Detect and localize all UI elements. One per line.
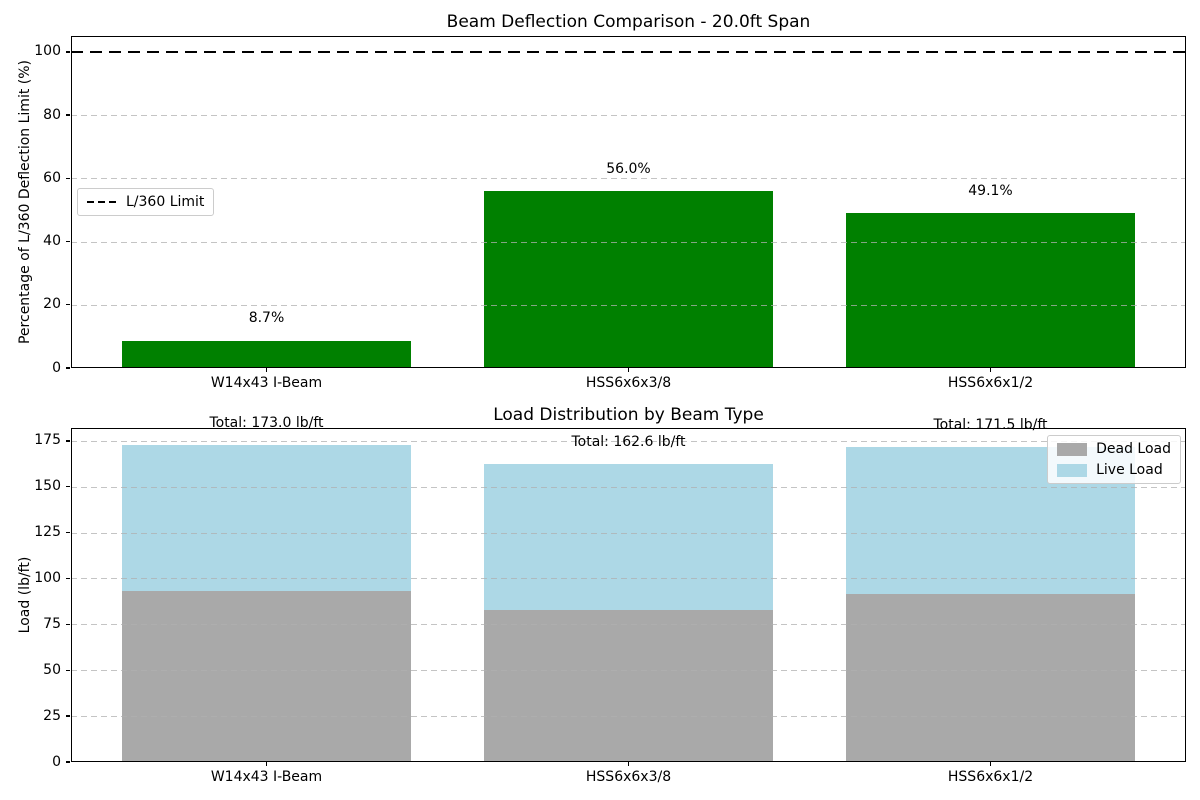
legend-entry: Live Load — [1057, 462, 1171, 478]
gridline — [71, 115, 1186, 117]
x-tick-mark — [989, 762, 992, 766]
load-bar-segment — [483, 610, 774, 762]
y-tick-mark — [65, 367, 70, 369]
y-tick-label: 100 — [34, 569, 61, 586]
x-tick-label: W14x43 I-Beam — [210, 375, 323, 391]
load-bar-segment — [845, 594, 1136, 762]
y-tick-label: 100 — [34, 43, 61, 60]
y-tick-mark — [65, 669, 70, 671]
gridline — [71, 624, 1186, 626]
y-tick-mark — [65, 177, 70, 179]
legend-color-swatch — [1057, 463, 1088, 477]
y-tick-label: 0 — [52, 753, 61, 770]
y-tick-label: 40 — [43, 233, 61, 250]
y-tick-label: 20 — [43, 296, 61, 313]
y-tick-mark — [65, 51, 70, 53]
legend-entry: L/360 Limit — [87, 194, 204, 210]
y-tick-label: 75 — [43, 615, 61, 632]
legend-label: Dead Load — [1096, 441, 1171, 457]
gridline — [71, 670, 1186, 672]
x-tick-mark — [265, 762, 268, 766]
load-bar-segment — [483, 463, 774, 611]
y-tick-label: 25 — [43, 707, 61, 724]
total-label: Total: 162.6 lb/ft — [571, 433, 686, 450]
deflection-bar — [845, 212, 1136, 368]
bar-value-label: 8.7% — [248, 310, 285, 327]
gridline — [71, 486, 1186, 488]
gridline — [71, 304, 1186, 306]
y-tick-mark — [65, 623, 70, 626]
bar-value-label: 56.0% — [606, 160, 651, 177]
gridline — [71, 578, 1186, 580]
gridline — [71, 241, 1186, 243]
x-tick-mark — [989, 368, 992, 372]
x-tick-label: HSS6x6x1/2 — [947, 769, 1034, 785]
x-tick-mark — [265, 368, 268, 372]
x-tick-label: HSS6x6x3/8 — [585, 375, 672, 391]
legend-color-swatch — [1057, 442, 1088, 456]
y-tick-label: 50 — [43, 661, 61, 678]
load-bar-segment — [121, 591, 412, 762]
y-tick-mark — [65, 715, 70, 717]
deflection-plot-area: 0 20 40 60 80 100 W14x43 I-Beam HSS6x6x3/8 HSS6x… — [34, 36, 1186, 391]
limit-reference-line — [71, 50, 1186, 53]
y-tick-mark — [65, 761, 70, 763]
y-tick-mark — [65, 531, 70, 534]
legend-entry: Dead Load — [1057, 441, 1171, 457]
legend: L/360 Limit — [77, 188, 215, 216]
y-tick-label: 0 — [52, 359, 61, 376]
y-tick-label: 60 — [43, 169, 61, 186]
y-tick-mark — [65, 577, 70, 580]
load-chart-title: Load Distribution by Beam Type — [493, 405, 764, 425]
total-label: Total: 173.0 lb/ft — [209, 414, 324, 431]
gridline — [71, 532, 1186, 534]
load-bar-segment — [121, 444, 412, 592]
x-tick-label: HSS6x6x1/2 — [947, 375, 1034, 391]
x-tick-label: W14x43 I-Beam — [210, 769, 323, 785]
y-tick-mark — [65, 114, 70, 116]
y-tick-mark — [65, 240, 70, 243]
x-tick-mark — [627, 762, 630, 766]
legend-label: L/360 Limit — [126, 194, 205, 210]
legend-label: Live Load — [1096, 462, 1163, 478]
y-tick-label: 150 — [34, 478, 61, 495]
y-tick-mark — [65, 440, 70, 442]
deflection-bar — [483, 190, 774, 368]
load-y-axis-label: Load (lb/ft) — [17, 556, 33, 634]
deflection-y-axis-label: Percentage of L/360 Deflection Limit (%) — [17, 59, 33, 345]
x-tick-label: HSS6x6x3/8 — [585, 769, 672, 785]
gridline — [71, 440, 1186, 442]
deflection-chart-title: Beam Deflection Comparison - 20.0ft Span — [446, 12, 811, 32]
dashed-line-marker — [87, 200, 117, 204]
deflection-bar — [121, 340, 412, 368]
x-tick-mark — [627, 368, 630, 372]
y-tick-label: 175 — [34, 432, 61, 449]
load-plot-area: 0 25 50 75 100 125 150 175 W14x43 I-Beam HSS6x6x3… — [34, 415, 1186, 785]
gridline — [71, 716, 1186, 718]
y-tick-mark — [65, 304, 70, 306]
y-tick-mark — [65, 486, 70, 488]
total-label: Total: 171.5 lb/ft — [933, 417, 1048, 434]
y-tick-label: 80 — [43, 106, 61, 123]
gridline — [71, 178, 1186, 180]
legend: Dead Load Live Load — [1047, 435, 1181, 484]
y-tick-label: 125 — [34, 524, 61, 541]
bar-value-label: 49.1% — [968, 182, 1013, 199]
